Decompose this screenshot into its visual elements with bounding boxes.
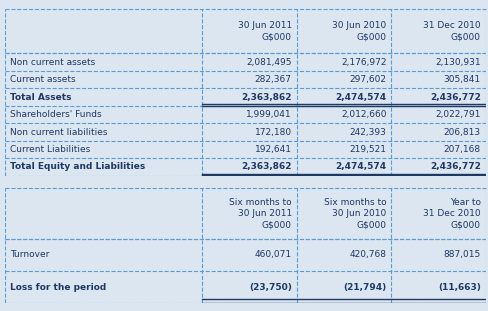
Text: Loss for the period: Loss for the period xyxy=(10,283,106,292)
Text: 206,813: 206,813 xyxy=(444,128,481,137)
Text: Shareholders' Funds: Shareholders' Funds xyxy=(10,110,102,119)
Text: 242,393: 242,393 xyxy=(350,128,386,137)
Text: 460,071: 460,071 xyxy=(255,250,292,259)
Text: (23,750): (23,750) xyxy=(249,283,292,292)
Text: 2,012,660: 2,012,660 xyxy=(341,110,386,119)
Text: 2,363,862: 2,363,862 xyxy=(242,93,292,102)
Text: Non current assets: Non current assets xyxy=(10,58,95,67)
Text: 1,999,041: 1,999,041 xyxy=(246,110,292,119)
Text: (11,663): (11,663) xyxy=(438,283,481,292)
Text: 2,022,791: 2,022,791 xyxy=(435,110,481,119)
Text: 297,602: 297,602 xyxy=(349,75,386,84)
Text: 2,130,931: 2,130,931 xyxy=(435,58,481,67)
Text: Non current liabilities: Non current liabilities xyxy=(10,128,107,137)
Text: Six months to
30 Jun 2011
G$000: Six months to 30 Jun 2011 G$000 xyxy=(229,197,292,230)
Text: 2,081,495: 2,081,495 xyxy=(246,58,292,67)
Text: (21,794): (21,794) xyxy=(343,283,386,292)
Text: Six months to
30 Jun 2010
G$000: Six months to 30 Jun 2010 G$000 xyxy=(324,197,386,230)
Text: 30 Jun 2010
G$000: 30 Jun 2010 G$000 xyxy=(332,21,386,42)
Text: 192,641: 192,641 xyxy=(255,145,292,154)
Text: 305,841: 305,841 xyxy=(444,75,481,84)
Text: 2,436,772: 2,436,772 xyxy=(430,93,481,102)
Text: 30 Jun 2011
G$000: 30 Jun 2011 G$000 xyxy=(238,21,292,42)
Text: 2,176,972: 2,176,972 xyxy=(341,58,386,67)
Text: Turnover: Turnover xyxy=(10,250,49,259)
Text: 420,768: 420,768 xyxy=(349,250,386,259)
Text: 2,436,772: 2,436,772 xyxy=(430,162,481,171)
Text: 2,474,574: 2,474,574 xyxy=(335,162,386,171)
Text: Current Liabilities: Current Liabilities xyxy=(10,145,90,154)
Text: 172,180: 172,180 xyxy=(255,128,292,137)
Text: 887,015: 887,015 xyxy=(444,250,481,259)
Text: Year to
31 Dec 2010
G$000: Year to 31 Dec 2010 G$000 xyxy=(423,197,481,230)
Text: Current assets: Current assets xyxy=(10,75,75,84)
Text: Total Assets: Total Assets xyxy=(10,93,71,102)
Text: 2,363,862: 2,363,862 xyxy=(242,162,292,171)
Text: 282,367: 282,367 xyxy=(255,75,292,84)
Text: 207,168: 207,168 xyxy=(444,145,481,154)
Text: 219,521: 219,521 xyxy=(349,145,386,154)
Text: 2,474,574: 2,474,574 xyxy=(335,93,386,102)
Text: 31 Dec 2010
G$000: 31 Dec 2010 G$000 xyxy=(423,21,481,42)
Text: Total Equity and Liabilities: Total Equity and Liabilities xyxy=(10,162,145,171)
